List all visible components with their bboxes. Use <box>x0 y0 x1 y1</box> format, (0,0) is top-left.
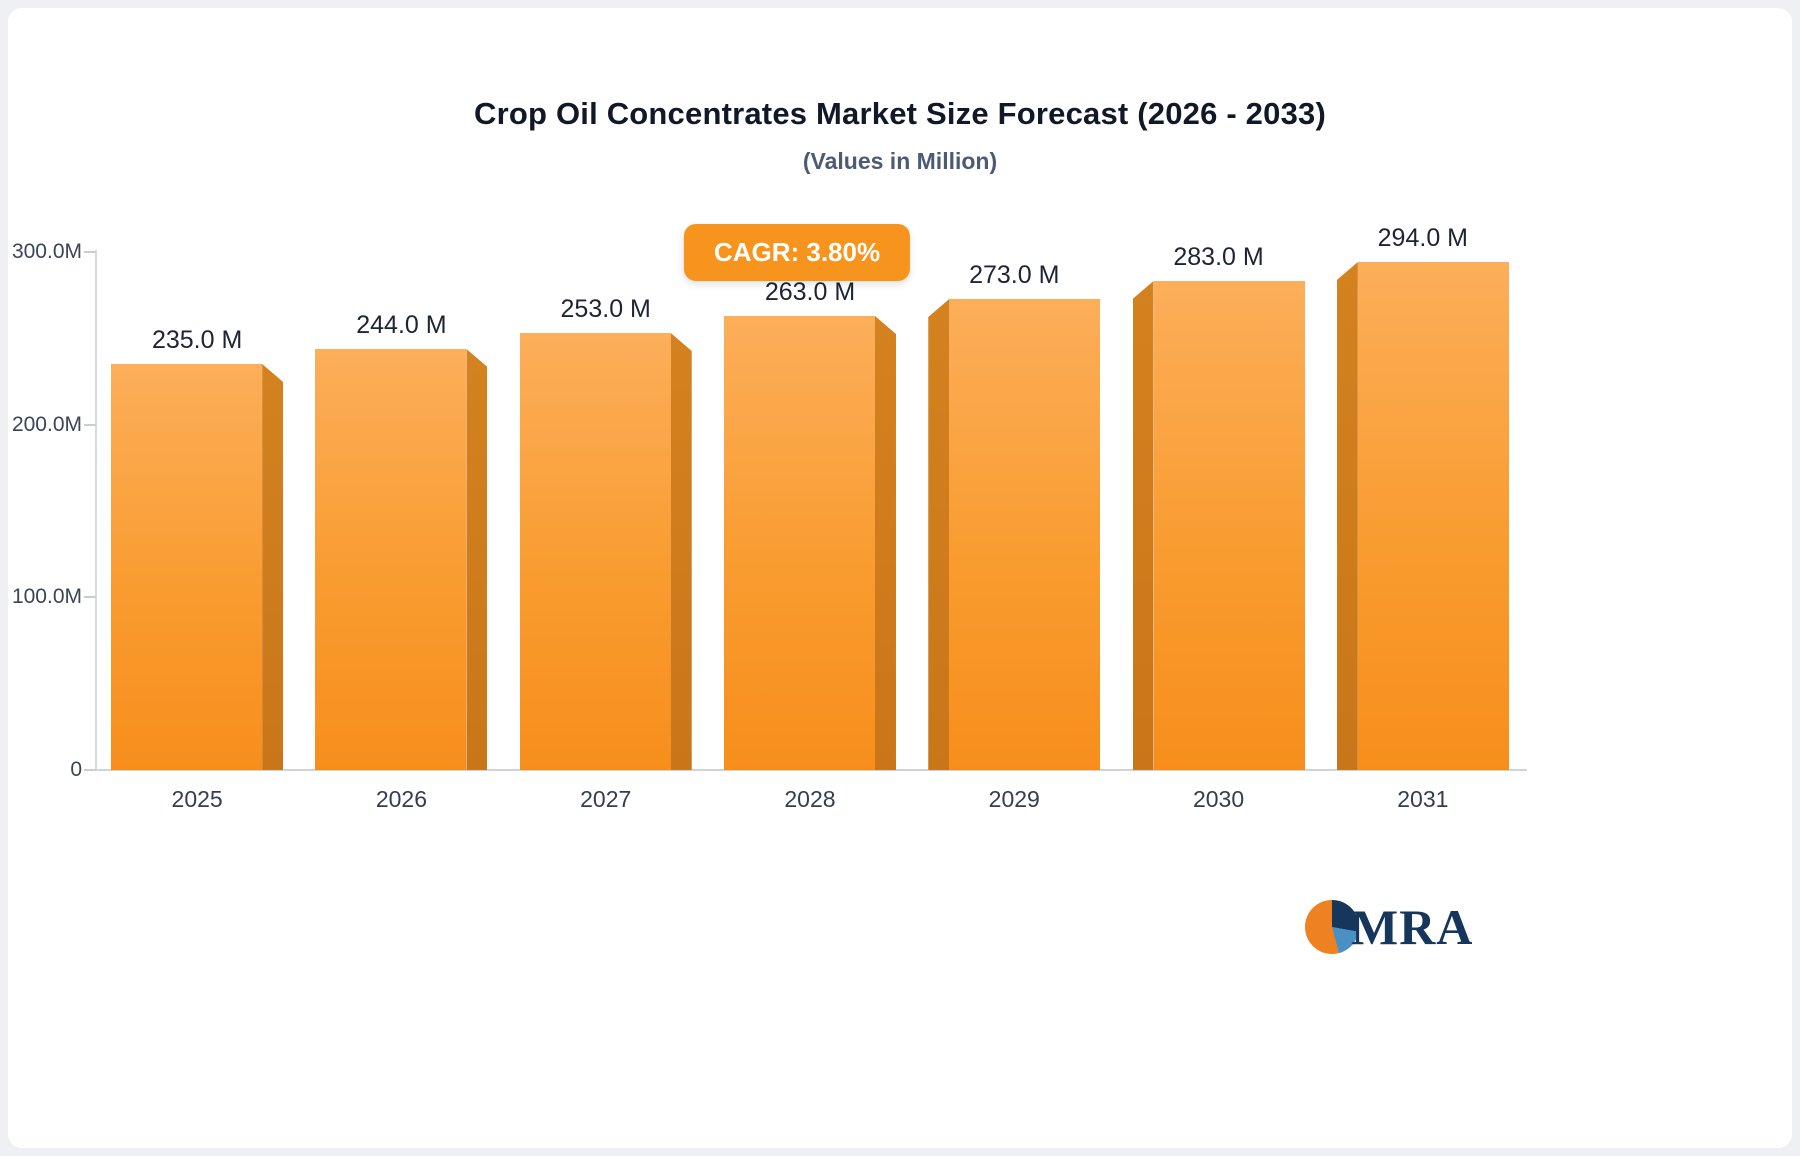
x-axis-label: 2031 <box>1397 786 1449 812</box>
bar-slot: 244.0 M <box>299 252 503 770</box>
bar-face <box>315 349 467 770</box>
x-axis-line <box>87 769 1527 771</box>
bar-2028[interactable]: 263.0 M <box>723 278 896 770</box>
y-axis-tick-mark <box>84 769 96 771</box>
bar-2026[interactable]: 244.0 M <box>315 311 488 770</box>
bar-face <box>723 316 875 770</box>
bar-value-label: 253.0 M <box>560 295 651 323</box>
chart-subtitle: (Values in Million) <box>802 148 998 174</box>
bar-value-label: 244.0 M <box>356 311 447 339</box>
bar-side-shade <box>670 333 692 770</box>
bar-value-label: 235.0 M <box>151 326 243 354</box>
bar-face <box>1357 262 1509 770</box>
x-axis-labels: 2025 2026 2027 2028 2029 2030 2031 <box>95 786 1525 813</box>
x-axis-label: 2029 <box>988 786 1040 812</box>
y-axis-line <box>95 250 97 771</box>
bar-2031[interactable]: 294.0 M <box>1336 224 1509 770</box>
x-axis-label: 2030 <box>1192 786 1245 812</box>
y-axis-label: 100.0M <box>11 585 82 609</box>
bar-face <box>1153 281 1305 770</box>
bar-2030[interactable]: 283.0 M <box>1132 243 1305 770</box>
chart-title: Crop Oil Concentrates Market Size Foreca… <box>474 96 1326 131</box>
y-axis-label: 0 <box>70 758 82 781</box>
cagr-badge: CAGR: 3.80% <box>683 224 911 281</box>
bar-face <box>519 333 671 770</box>
bar-side-shade <box>466 349 488 770</box>
bar-slot: 283.0 M <box>1116 243 1320 770</box>
bar-2029[interactable]: 273.0 M <box>928 261 1101 770</box>
bar-slot: 294.0 M <box>1321 224 1525 770</box>
y-axis-label: 200.0M <box>11 412 82 436</box>
x-axis-label: 2027 <box>580 786 632 812</box>
bar-side-shade <box>1336 262 1358 770</box>
bar-side-shade <box>874 316 896 770</box>
bar-side-shade <box>1132 281 1154 770</box>
bar-value-label: 283.0 M <box>1173 243 1264 271</box>
x-axis-label: 2028 <box>784 786 836 812</box>
bar-value-label: 294.0 M <box>1377 224 1468 252</box>
bar-side-shade <box>262 364 284 770</box>
logo-text: MRA <box>1351 899 1474 955</box>
logo-pie-icon <box>1305 900 1359 954</box>
y-axis-tick-mark <box>84 251 96 253</box>
bar-face <box>111 364 263 770</box>
bar-2027[interactable]: 253.0 M <box>519 295 692 770</box>
bar-slot: 273.0 M <box>912 252 1116 770</box>
bar-face <box>949 299 1101 770</box>
y-axis-tick-mark <box>84 423 96 426</box>
bar-value-label: 273.0 M <box>969 261 1060 289</box>
brand-logo: MRA <box>1305 898 1473 956</box>
bar-value-label: 263.0 M <box>764 278 856 306</box>
bars-container: 235.0 M 244.0 M 253.0 M 263.0 M 273.0 M 283.0… <box>95 224 1525 770</box>
bar-slot: 263.0 M <box>708 252 912 770</box>
x-axis-label: 2026 <box>375 786 427 812</box>
bar-slot: 253.0 M <box>504 252 708 770</box>
x-axis-label: 2025 <box>171 786 223 812</box>
y-axis-label: 300.0M <box>11 240 82 263</box>
bar-slot: 235.0 M <box>95 252 299 770</box>
bar-side-shade <box>928 299 950 770</box>
bar-2025[interactable]: 235.0 M <box>111 326 284 770</box>
y-axis-tick-mark <box>84 596 96 599</box>
